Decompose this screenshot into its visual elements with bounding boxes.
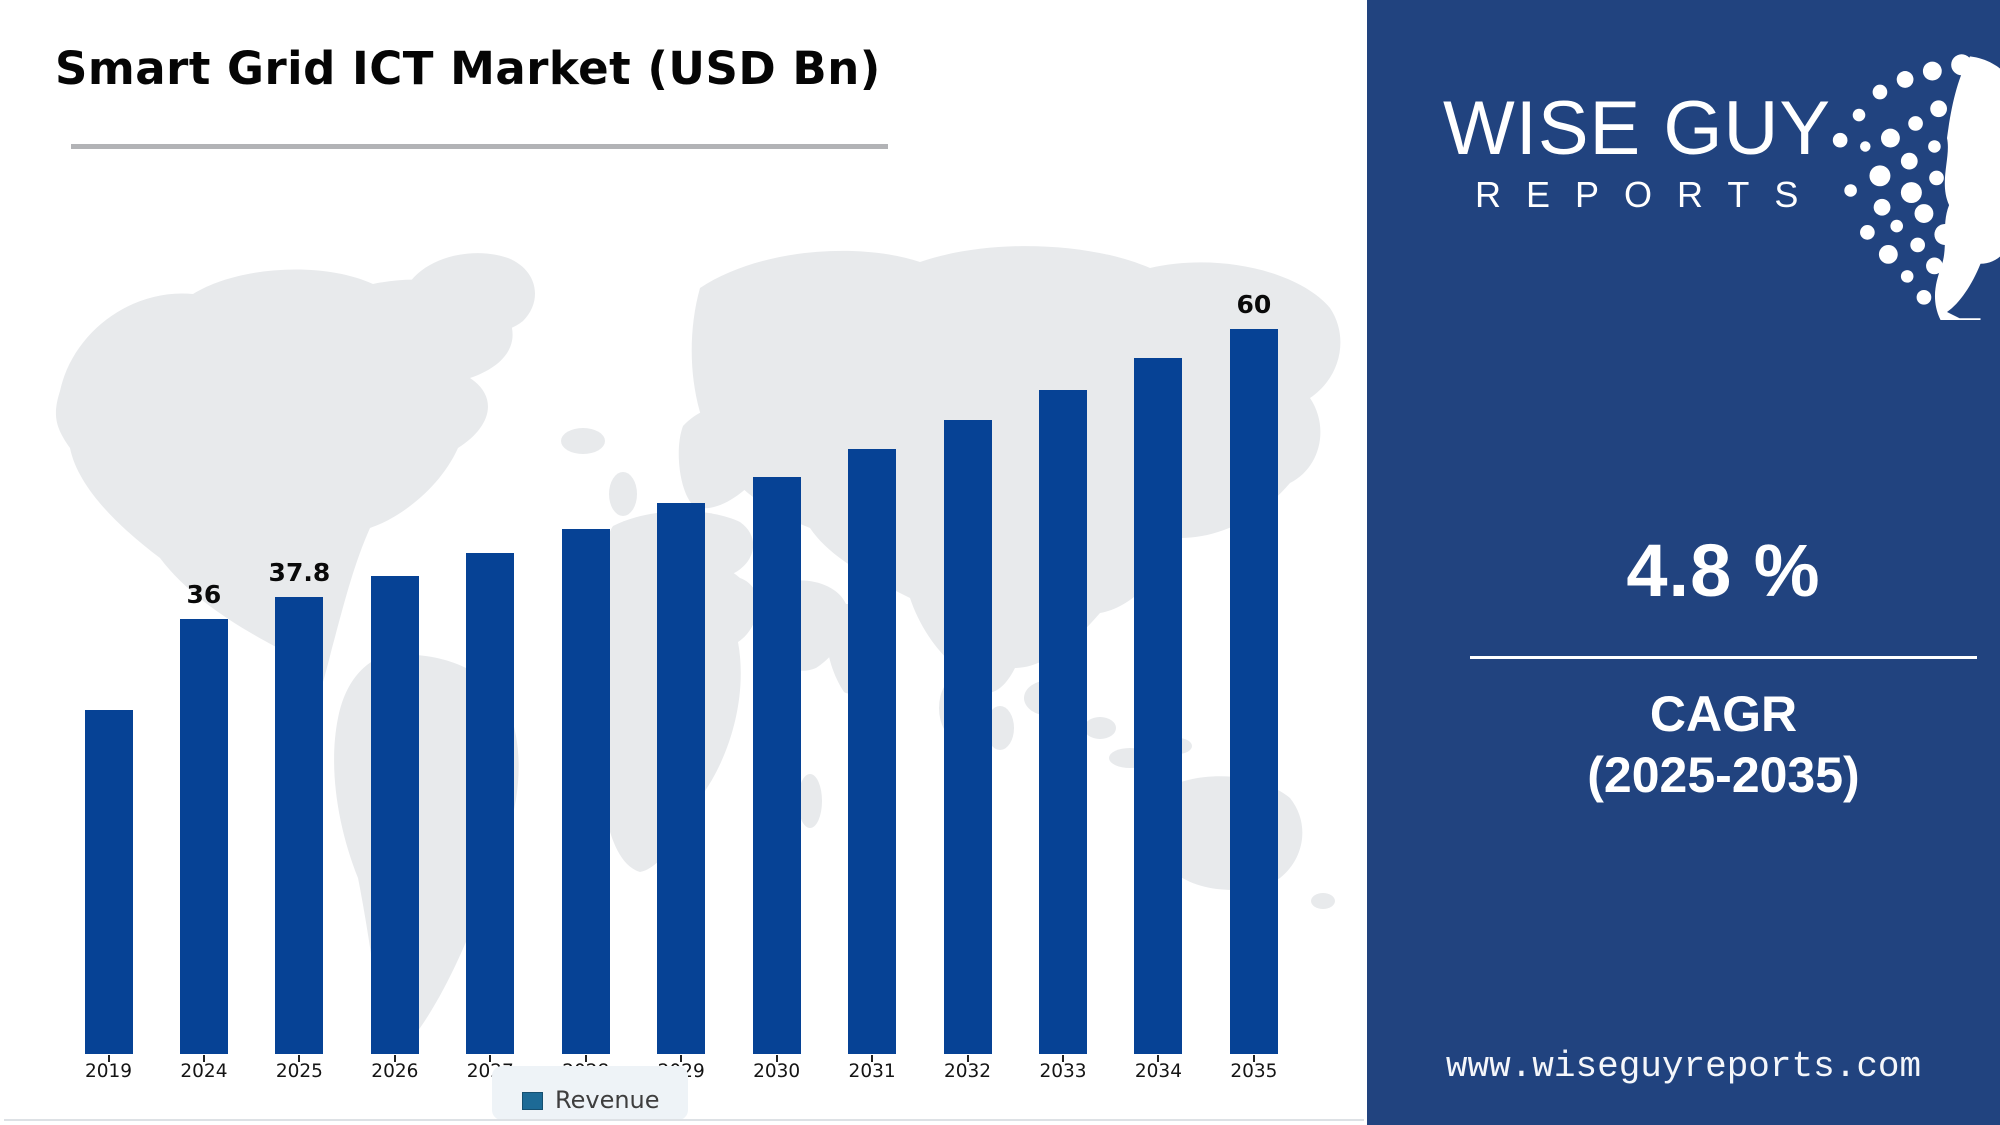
chart-panel: Smart Grid ICT Market (USD Bn) [4,42,1364,1121]
bottom-hairline [4,1119,1364,1121]
x-tick-2027 [489,1055,492,1062]
x-tick-2025 [298,1055,301,1062]
x-tick-2034 [1157,1055,1160,1062]
x-label-2025: 2025 [275,1061,323,1082]
x-label-2024: 2024 [180,1061,228,1082]
legend-label-revenue: Revenue [555,1086,660,1114]
bar-2028 [561,529,610,1054]
logo-wordmark: WISE GUY [1443,86,1832,171]
bar-value-label-2035: 60 [1236,290,1272,319]
x-label-2030: 2030 [753,1061,801,1082]
x-label-2033: 2033 [1039,1061,1087,1082]
bar-2024 [179,619,228,1054]
x-tick-2030 [775,1055,778,1062]
cagr-value: 4.8 % [1626,529,1821,612]
bar-2033 [1039,390,1087,1054]
bar-2027 [466,553,515,1054]
x-label-2035: 2035 [1230,1061,1278,1082]
legend-swatch-revenue [522,1092,543,1110]
x-label-2026: 2026 [371,1061,419,1082]
bar-2034 [1134,358,1183,1054]
bar-2030 [752,477,801,1054]
bar-2025 [275,597,324,1054]
cagr-label-line1: CAGR [1649,686,1798,742]
logo-head-icon [1815,48,2000,321]
cagr-label: CAGR (2025-2035) [1467,684,1980,806]
cagr-label-line2: (2025-2035) [1587,747,1860,803]
website-url: www.wiseguyreports.com [1445,1046,1922,1087]
x-tick-2028 [584,1055,587,1062]
cagr-divider [1470,656,1977,659]
bar-2026 [370,576,419,1054]
sidebar-panel: WISE GUY REPORTS [1367,0,2000,1125]
bar-value-label-2024: 36 [186,580,222,609]
x-tick-2029 [680,1055,683,1062]
x-label-2019: 2019 [84,1061,133,1082]
x-label-2032: 2032 [944,1061,992,1082]
x-tick-2032 [966,1055,969,1062]
x-tick-2035 [1252,1055,1255,1062]
x-tick-2024 [202,1055,205,1062]
bar-2035 [1229,329,1278,1054]
x-tick-2033 [1062,1055,1064,1062]
title-underline [71,144,888,149]
legend: Revenue [522,1086,822,1120]
dotted-head-profile-icon [1832,54,2000,321]
bar-2031 [848,449,897,1054]
bar-2032 [943,420,992,1054]
logo-subtitle: REPORTS [1475,174,1824,215]
x-label-2034: 2034 [1134,1061,1182,1082]
bar-value-label-2025: 37.8 [268,558,331,587]
wise-guy-logo: WISE GUY REPORTS [1443,54,2000,321]
bars-layer: 201936202437.820252026202720282029203020… [84,290,1278,1082]
chart-title: Smart Grid ICT Market (USD Bn) [55,42,881,95]
x-tick-2026 [393,1055,396,1062]
x-tick-2019 [107,1055,110,1062]
bar-2029 [657,503,706,1054]
x-tick-2031 [871,1055,874,1062]
x-label-2031: 2031 [848,1061,896,1082]
bar-2019 [84,710,133,1054]
